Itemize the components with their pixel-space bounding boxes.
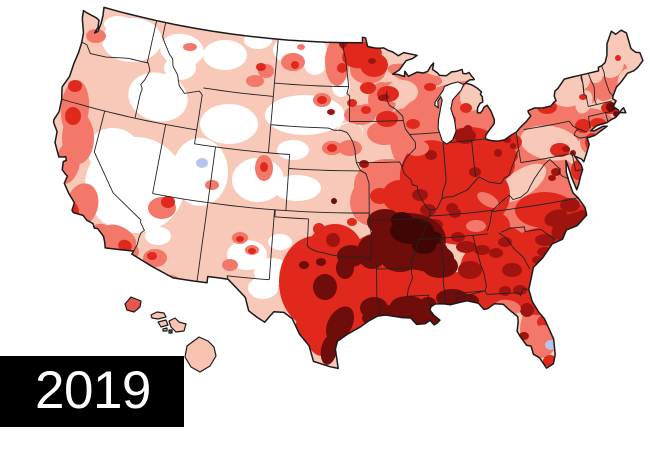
svg-text:2019: 2019 bbox=[35, 361, 151, 420]
